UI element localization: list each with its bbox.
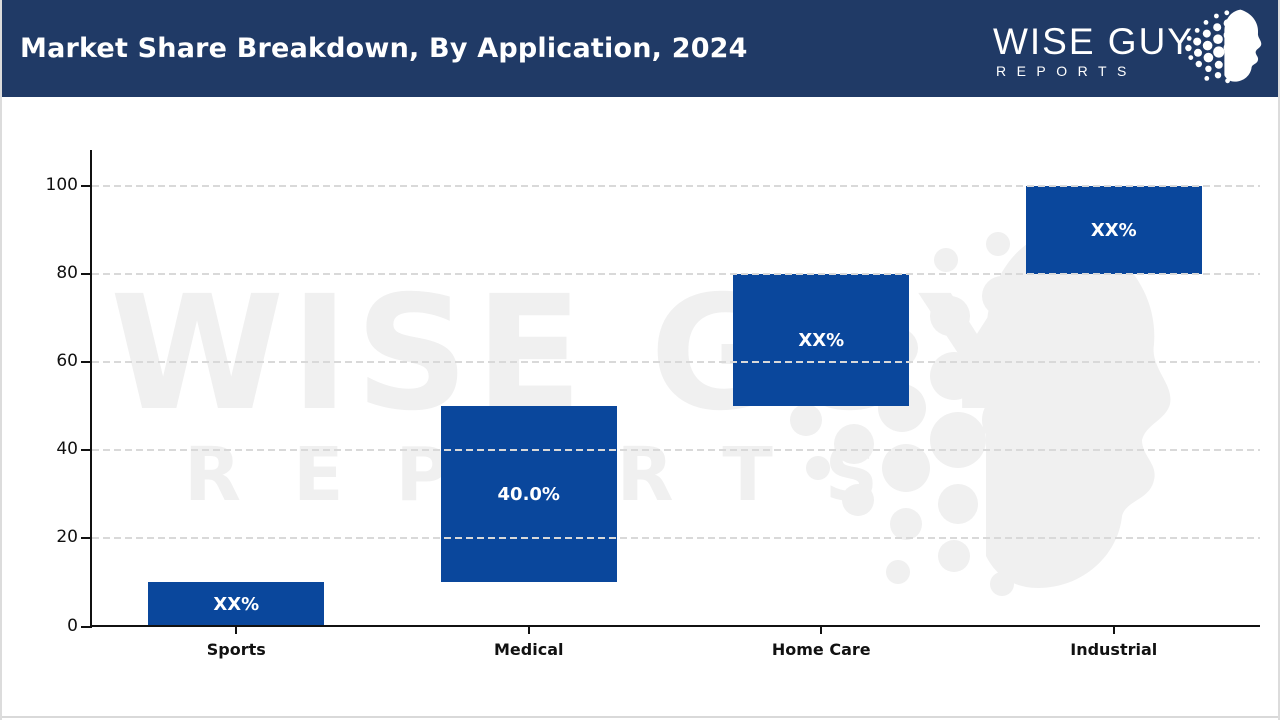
y-tick-label: 100 xyxy=(45,175,78,195)
page-title: Market Share Breakdown, By Application, … xyxy=(20,33,748,64)
bar-value-label: 40.0% xyxy=(497,483,560,505)
gridline-100 xyxy=(92,185,1260,187)
x-tick-mark xyxy=(820,627,823,634)
bar-sports: XX% xyxy=(148,582,325,627)
bar-home-care: XX% xyxy=(733,274,910,407)
x-tick-mark xyxy=(235,627,238,634)
y-tick-label: 0 xyxy=(67,615,78,636)
bar-industrial: XX% xyxy=(1025,186,1202,275)
plot-area: XX% Sports 40.0% Medical XX% Home Care XX% Indu… xyxy=(46,150,1260,659)
gridline-40 xyxy=(92,449,1260,452)
bar-value-label: XX% xyxy=(213,593,260,615)
bar-medical: 40.0% xyxy=(440,406,617,583)
wise-guy-logo: WISE GUY REPORTS xyxy=(993,8,1266,88)
y-tick-mark xyxy=(81,361,90,364)
y-tick-mark xyxy=(81,185,90,187)
x-category-label: Industrial xyxy=(1070,640,1158,659)
x-axis-line xyxy=(90,625,1260,627)
x-tick-mark xyxy=(1112,627,1115,634)
x-category-label: Home Care xyxy=(771,640,871,659)
x-category-label: Sports xyxy=(206,640,266,659)
y-tick-mark xyxy=(81,625,90,628)
logo-face-icon xyxy=(1185,9,1262,84)
x-tick-mark xyxy=(527,627,530,634)
y-tick-label: 40 xyxy=(56,439,78,460)
y-tick-mark xyxy=(81,449,90,452)
y-tick-label: 60 xyxy=(56,351,78,372)
x-category-label: Medical xyxy=(494,640,564,659)
bar-value-label: XX% xyxy=(1090,219,1137,241)
y-tick-label: 20 xyxy=(56,527,78,548)
chart-area: WISE GUY REPORTS XX%Sports40.0%MedicalXX… xyxy=(2,97,1278,720)
bottom-border-rule xyxy=(2,716,1278,718)
y-axis-line xyxy=(90,150,92,628)
header-band: Market Share Breakdown, By Application, … xyxy=(2,0,1278,97)
gridline-20 xyxy=(92,537,1260,540)
bar-value-label: XX% xyxy=(798,329,845,351)
y-tick-mark xyxy=(81,273,90,276)
logo-wordmark-line1: WISE GUY xyxy=(992,20,1194,62)
logo-wordmark-line2: REPORTS xyxy=(995,63,1137,80)
y-tick-mark xyxy=(81,537,90,540)
gridline-60 xyxy=(92,361,1260,364)
gridline-80 xyxy=(92,273,1260,276)
logo-wordmark: WISE GUY REPORTS xyxy=(992,20,1194,80)
y-tick-label: 80 xyxy=(56,263,78,284)
